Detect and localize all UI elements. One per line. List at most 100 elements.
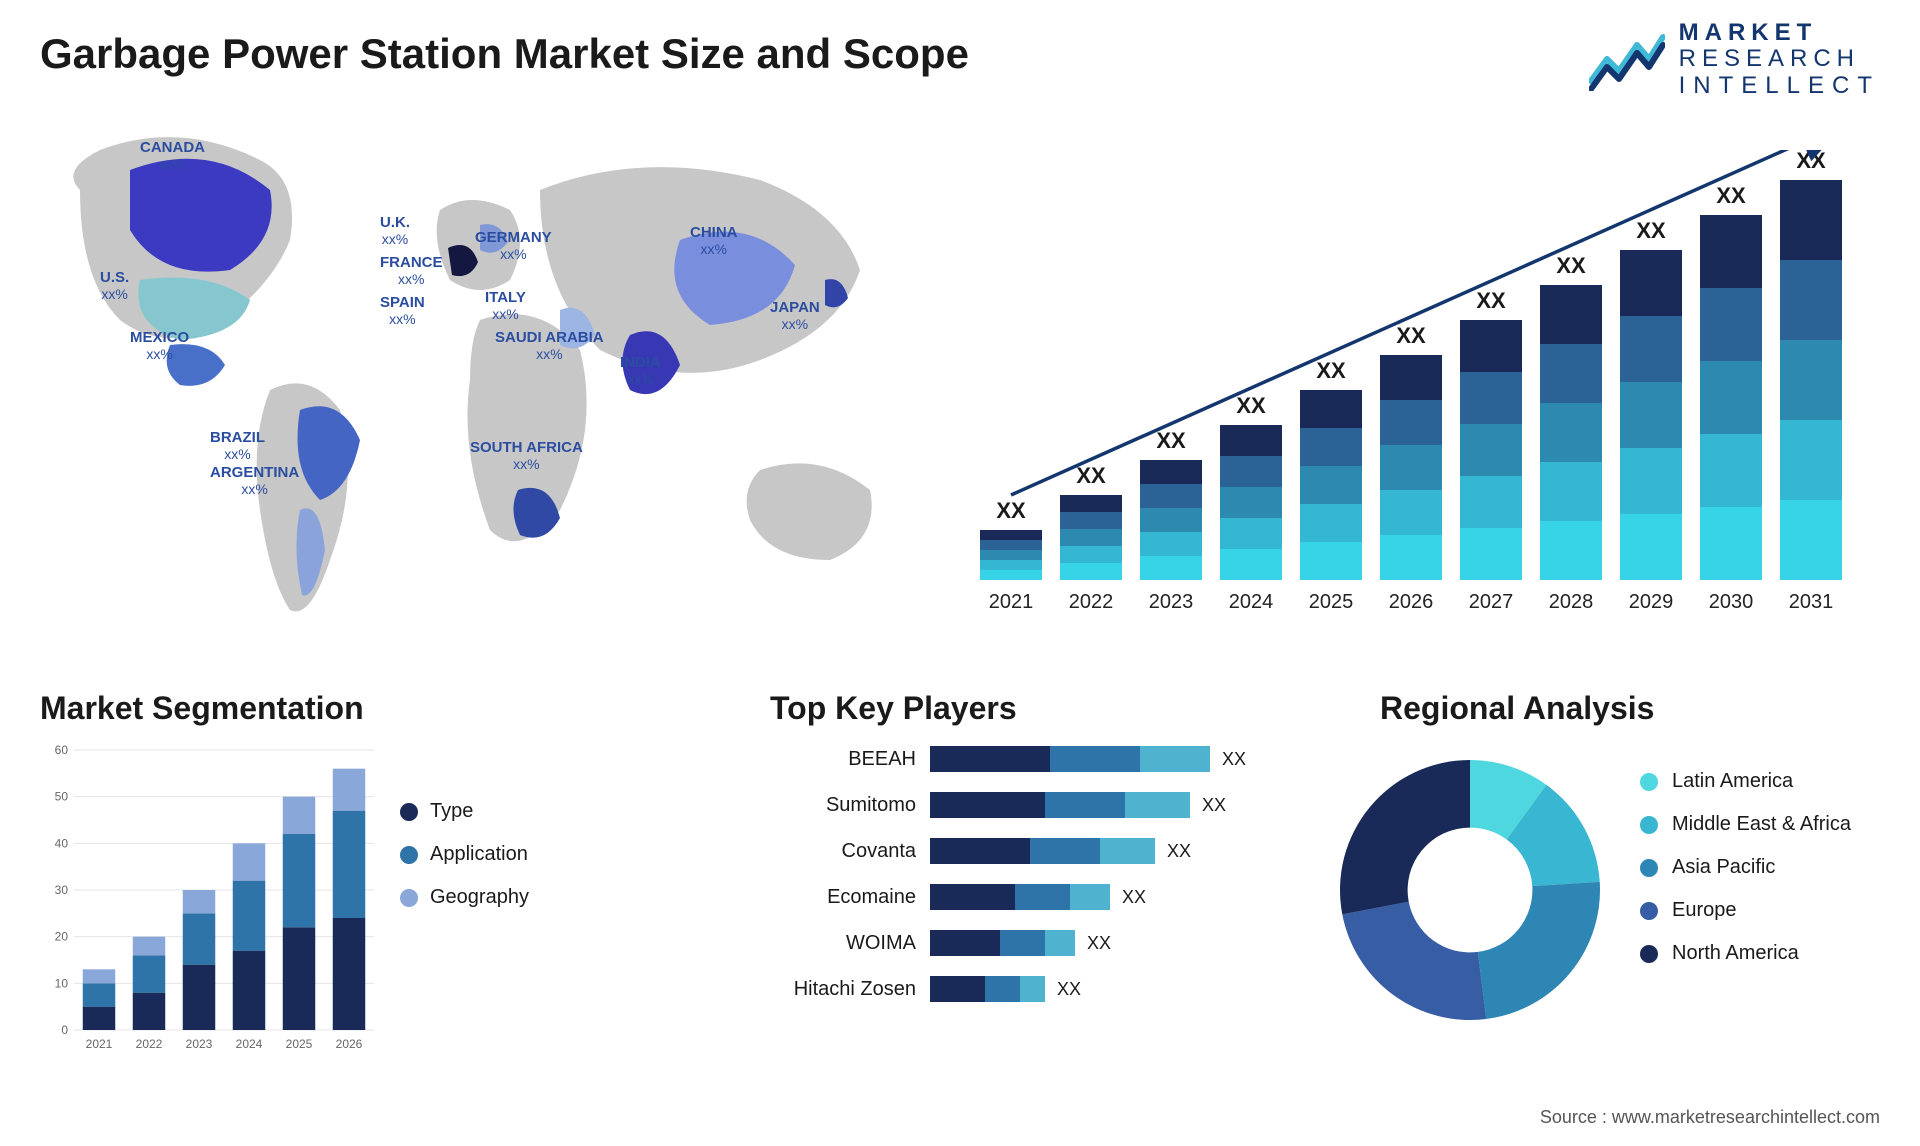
segmentation-title: Market Segmentation (40, 690, 364, 727)
map-label: GERMANYxx% (475, 230, 552, 262)
player-value: XX (1122, 887, 1146, 908)
svg-text:XX: XX (1396, 323, 1426, 348)
map-label: JAPANxx% (770, 300, 820, 332)
segmentation-chart-svg: 0 10 20 30 40 50 60 2021 2022 2023 2024 2025 2026 (40, 740, 380, 1060)
svg-text:2026: 2026 (336, 1037, 363, 1051)
legend-item: Asia Pacific (1640, 856, 1851, 879)
legend-item: Latin America (1640, 770, 1851, 793)
svg-text:2028: 2028 (1549, 591, 1594, 613)
svg-text:XX: XX (1476, 288, 1506, 313)
svg-text:2027: 2027 (1469, 591, 1514, 613)
svg-text:40: 40 (55, 836, 69, 850)
legend-item: Type (400, 800, 529, 823)
svg-text:50: 50 (55, 790, 69, 804)
map-label: SOUTH AFRICAxx% (470, 440, 583, 472)
svg-text:2029: 2029 (1629, 591, 1674, 613)
world-map: CANADAxx% U.S.xx%MEXICOxx% BRAZILxx%ARGENT… (40, 130, 920, 650)
svg-text:2023: 2023 (186, 1037, 213, 1051)
map-label: ITALYxx% (485, 290, 526, 322)
player-row: Sumitomo XX (770, 786, 1290, 824)
map-label: CANADAxx% (140, 140, 205, 172)
market-size-chart: XX 2021 XX 2022 XX 2023 XX 2024 XX 2025 XX 2026 XX 20… (960, 150, 1880, 640)
legend-item: North America (1640, 942, 1851, 965)
player-bar (930, 976, 1045, 1002)
legend-item: Europe (1640, 899, 1851, 922)
player-row: Covanta XX (770, 832, 1290, 870)
svg-text:2031: 2031 (1789, 591, 1834, 613)
player-value: XX (1222, 749, 1246, 770)
world-map-svg (40, 130, 920, 650)
svg-text:XX: XX (1716, 183, 1746, 208)
player-name: BEEAH (770, 748, 930, 771)
market-size-chart-svg: XX 2021 XX 2022 XX 2023 XX 2024 XX 2025 XX 2026 XX 20… (960, 150, 1880, 640)
svg-text:XX: XX (1796, 150, 1826, 173)
logo-text-1: MARKET (1679, 20, 1880, 46)
svg-text:XX: XX (1556, 253, 1586, 278)
svg-text:2025: 2025 (286, 1037, 313, 1051)
svg-text:0: 0 (61, 1023, 68, 1037)
svg-text:2022: 2022 (136, 1037, 163, 1051)
svg-text:60: 60 (55, 743, 69, 757)
svg-text:2021: 2021 (989, 591, 1034, 613)
player-bar (930, 930, 1075, 956)
player-name: Sumitomo (770, 794, 930, 817)
map-label: MEXICOxx% (130, 330, 189, 362)
map-label: SAUDI ARABIAxx% (495, 330, 604, 362)
svg-text:XX: XX (1636, 218, 1666, 243)
player-name: Ecomaine (770, 886, 930, 909)
players-title: Top Key Players (770, 690, 1017, 727)
svg-text:2026: 2026 (1389, 591, 1434, 613)
svg-text:2025: 2025 (1309, 591, 1354, 613)
player-name: WOIMA (770, 932, 930, 955)
page-title: Garbage Power Station Market Size and Sc… (40, 30, 969, 78)
map-label: BRAZILxx% (210, 430, 265, 462)
regional-chart: Latin America Middle East & Africa Asia Pa… (1320, 740, 1890, 1090)
map-label: FRANCExx% (380, 255, 443, 287)
player-name: Hitachi Zosen (770, 978, 930, 1001)
svg-text:2022: 2022 (1069, 591, 1114, 613)
player-bar (930, 838, 1155, 864)
player-name: Covanta (770, 840, 930, 863)
svg-text:2023: 2023 (1149, 591, 1194, 613)
legend-item: Middle East & Africa (1640, 813, 1851, 836)
segmentation-chart: 0 10 20 30 40 50 60 2021 2022 2023 2024 2025 2026 Ty… (40, 740, 600, 1090)
legend-item: Application (400, 843, 529, 866)
player-value: XX (1087, 933, 1111, 954)
map-label: SPAINxx% (380, 295, 425, 327)
player-bar (930, 792, 1190, 818)
player-value: XX (1202, 795, 1226, 816)
svg-text:2024: 2024 (1229, 591, 1274, 613)
logo-mark-icon (1589, 29, 1665, 91)
player-value: XX (1167, 841, 1191, 862)
svg-text:XX: XX (996, 498, 1026, 523)
map-label: CHINAxx% (690, 225, 738, 257)
player-row: WOIMA XX (770, 924, 1290, 962)
svg-text:2024: 2024 (236, 1037, 263, 1051)
player-bar (930, 746, 1210, 772)
map-label: ARGENTINAxx% (210, 465, 299, 497)
map-label: U.S.xx% (100, 270, 129, 302)
regional-title: Regional Analysis (1380, 690, 1654, 727)
player-value: XX (1057, 979, 1081, 1000)
player-row: Ecomaine XX (770, 878, 1290, 916)
svg-text:2021: 2021 (86, 1037, 113, 1051)
logo-text-3: INTELLECT (1679, 73, 1880, 99)
donut-svg (1320, 740, 1620, 1040)
svg-text:30: 30 (55, 883, 69, 897)
svg-text:XX: XX (1316, 358, 1346, 383)
svg-text:XX: XX (1076, 463, 1106, 488)
svg-text:2030: 2030 (1709, 591, 1754, 613)
brand-logo: MARKET RESEARCH INTELLECT (1589, 20, 1880, 99)
svg-text:XX: XX (1156, 428, 1186, 453)
player-row: Hitachi Zosen XX (770, 970, 1290, 1008)
map-label: INDIAxx% (620, 355, 661, 387)
map-label: U.K.xx% (380, 215, 410, 247)
svg-text:10: 10 (55, 976, 69, 990)
legend-item: Geography (400, 886, 529, 909)
player-row: BEEAH XX (770, 740, 1290, 778)
player-bar (930, 884, 1110, 910)
svg-text:XX: XX (1236, 393, 1266, 418)
logo-text-2: RESEARCH (1679, 46, 1880, 72)
source-text: Source : www.marketresearchintellect.com (1540, 1107, 1880, 1128)
svg-text:20: 20 (55, 930, 69, 944)
